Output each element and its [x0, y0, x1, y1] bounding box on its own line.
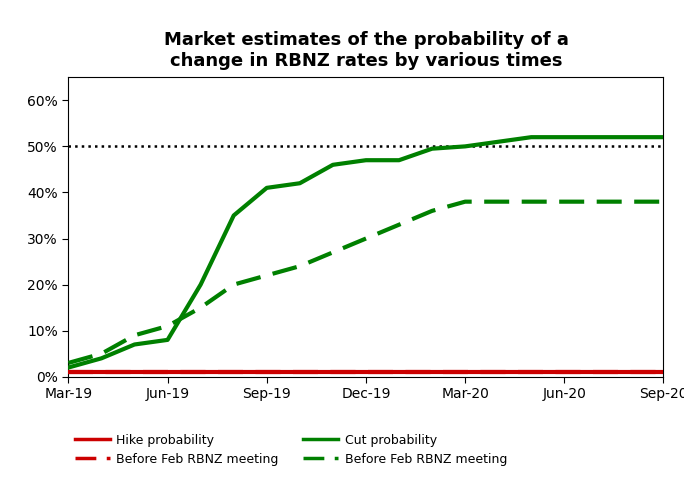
- Title: Market estimates of the probability of a
change in RBNZ rates by various times: Market estimates of the probability of a…: [163, 31, 568, 70]
- Legend: Hike probability, Before Feb RBNZ meeting, Cut probability, Before Feb RBNZ meet: Hike probability, Before Feb RBNZ meetin…: [75, 434, 507, 466]
